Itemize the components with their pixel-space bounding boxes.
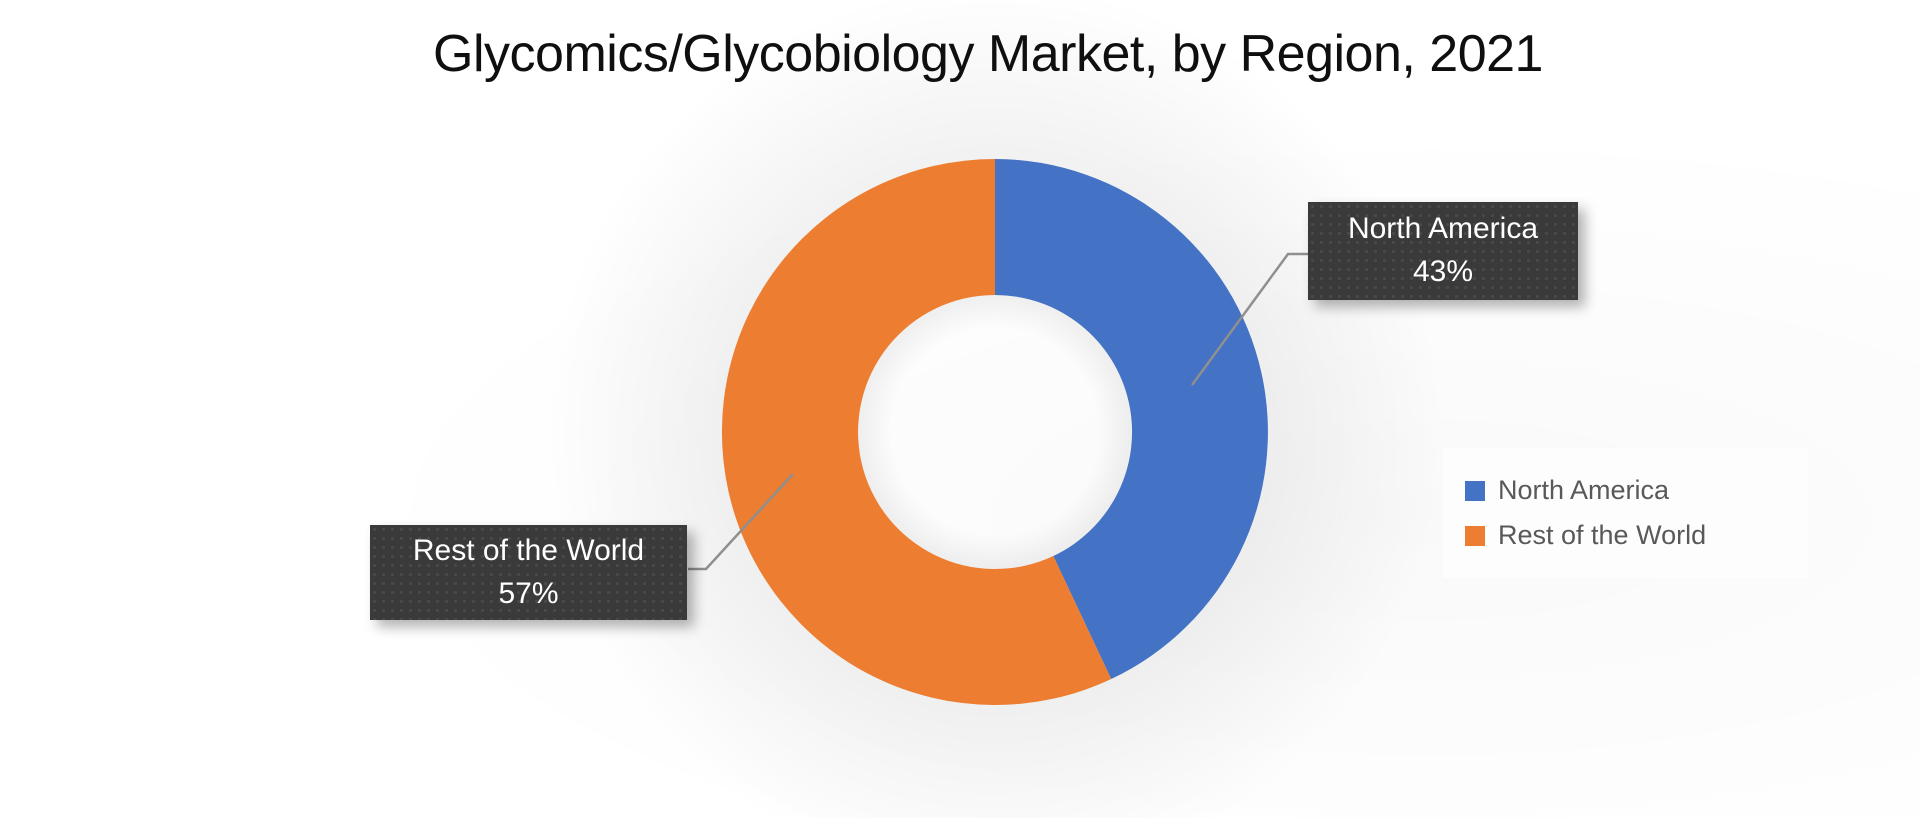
donut-slice-north-america[interactable]	[995, 159, 1268, 679]
data-label-north-america: North America 43%	[1308, 202, 1578, 300]
legend-swatch-north-america-icon	[1465, 480, 1485, 501]
chart-title: Glycomics/Glycobiology Market, by Region…	[433, 25, 1543, 83]
callout-line-north-america	[1190, 252, 1308, 386]
legend-item-rest-of-world[interactable]: Rest of the World	[1465, 520, 1808, 551]
data-label-rest-of-world: Rest of the World 57%	[370, 525, 687, 620]
callout-line-rest-of-world	[688, 473, 794, 571]
data-label-north-america-value: 43%	[1412, 255, 1474, 288]
donut-slices	[721, 158, 1268, 705]
data-label-rest-of-world-value: 57%	[498, 576, 559, 610]
chart-legend: North America Rest of the World	[1443, 448, 1808, 578]
data-label-rest-of-world-name: Rest of the World	[412, 533, 645, 567]
legend-label-north-america: North America	[1498, 475, 1670, 505]
donut-slice-rest-of-the-world[interactable]	[721, 158, 1112, 705]
legend-swatch-rest-of-world-icon	[1465, 525, 1485, 546]
legend-label-rest-of-world: Rest of the World	[1498, 520, 1707, 550]
data-label-north-america-name: North America	[1347, 212, 1539, 246]
legend-item-north-america[interactable]: North America	[1465, 475, 1808, 506]
